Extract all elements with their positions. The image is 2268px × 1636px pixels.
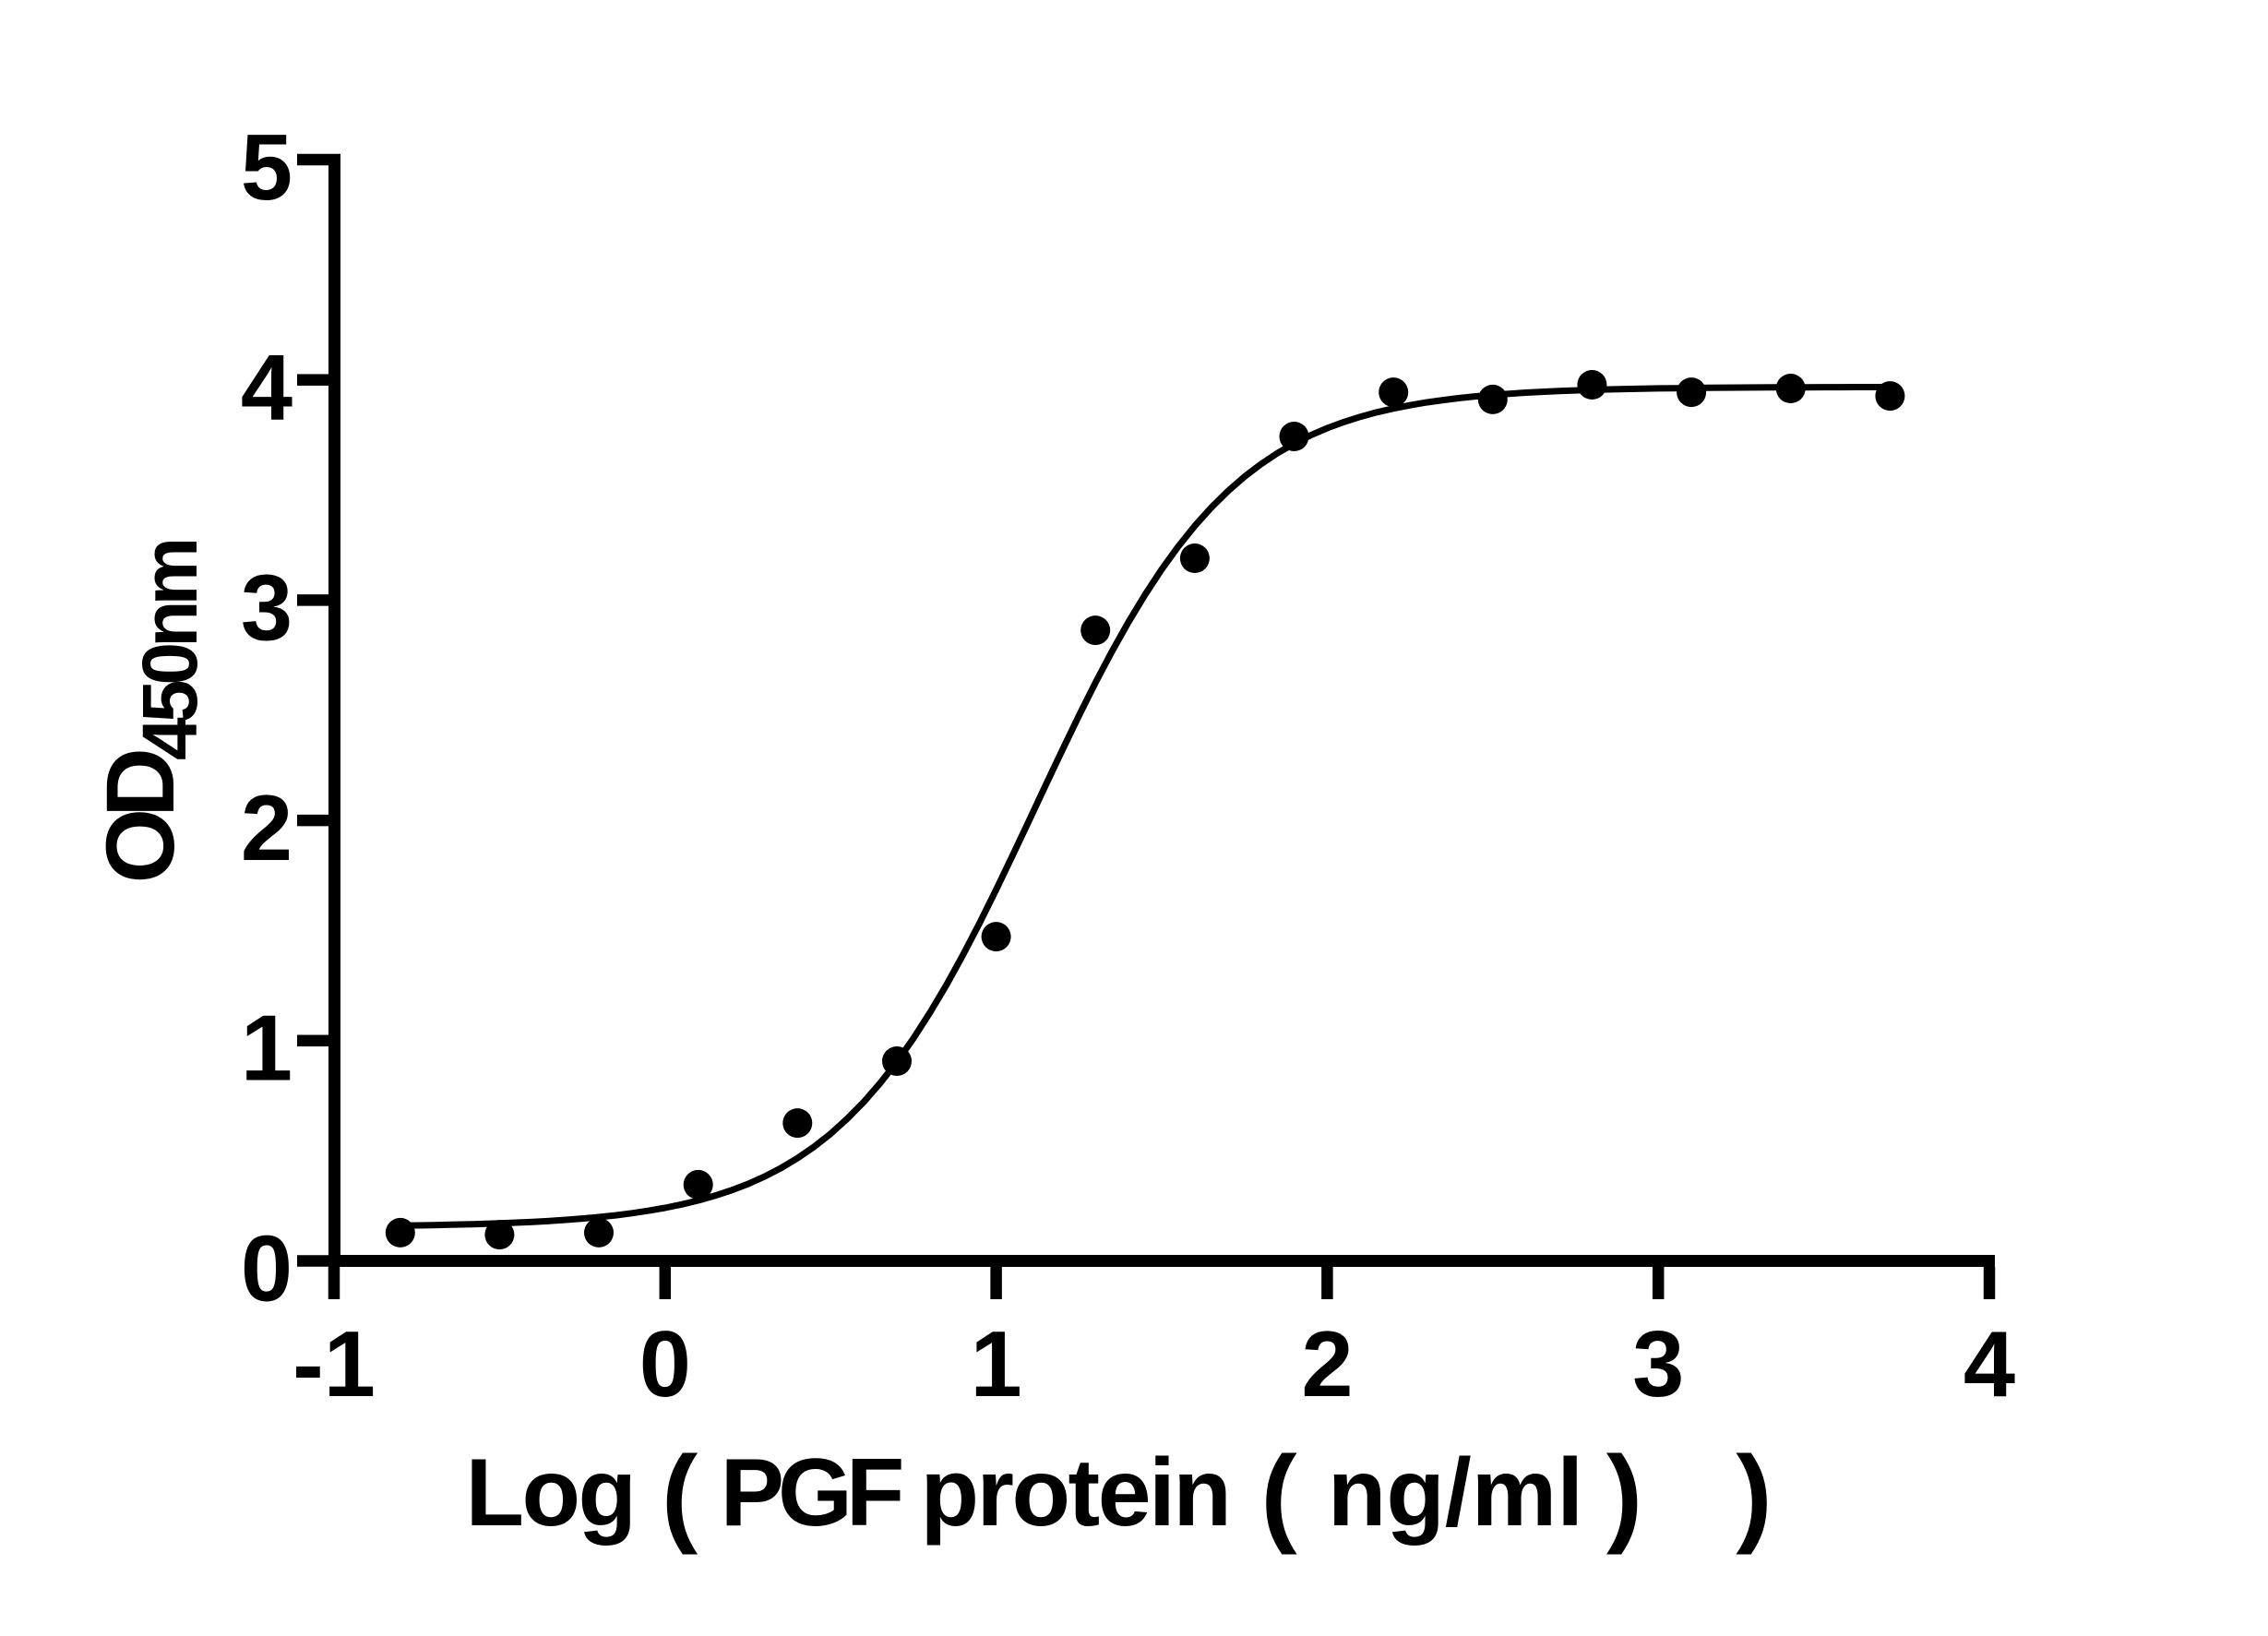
- svg-text:protein: protein: [921, 1439, 1230, 1546]
- svg-text:3: 3: [241, 556, 292, 660]
- svg-text:1: 1: [971, 1313, 1022, 1416]
- svg-text:ng/ml: ng/ml: [1328, 1439, 1583, 1546]
- svg-text:OD: OD: [87, 751, 195, 884]
- svg-text:4: 4: [1964, 1313, 2015, 1416]
- svg-text:0: 0: [241, 1217, 292, 1320]
- svg-text:Log: Log: [465, 1439, 634, 1546]
- svg-text:4: 4: [241, 337, 292, 440]
- svg-text:450nm: 450nm: [126, 542, 213, 760]
- svg-text:): ): [1736, 1434, 1772, 1556]
- svg-text:-1: -1: [292, 1313, 376, 1416]
- svg-text:2: 2: [1301, 1313, 1353, 1416]
- svg-text:(: (: [1260, 1434, 1297, 1556]
- svg-text:): ): [1606, 1434, 1642, 1556]
- svg-text:5: 5: [241, 116, 292, 220]
- svg-text:PGF: PGF: [721, 1439, 901, 1546]
- svg-text:(: (: [662, 1434, 698, 1556]
- svg-text:3: 3: [1632, 1313, 1684, 1416]
- svg-text:2: 2: [241, 777, 292, 880]
- svg-text:0: 0: [639, 1313, 691, 1416]
- svg-text:1: 1: [241, 997, 292, 1101]
